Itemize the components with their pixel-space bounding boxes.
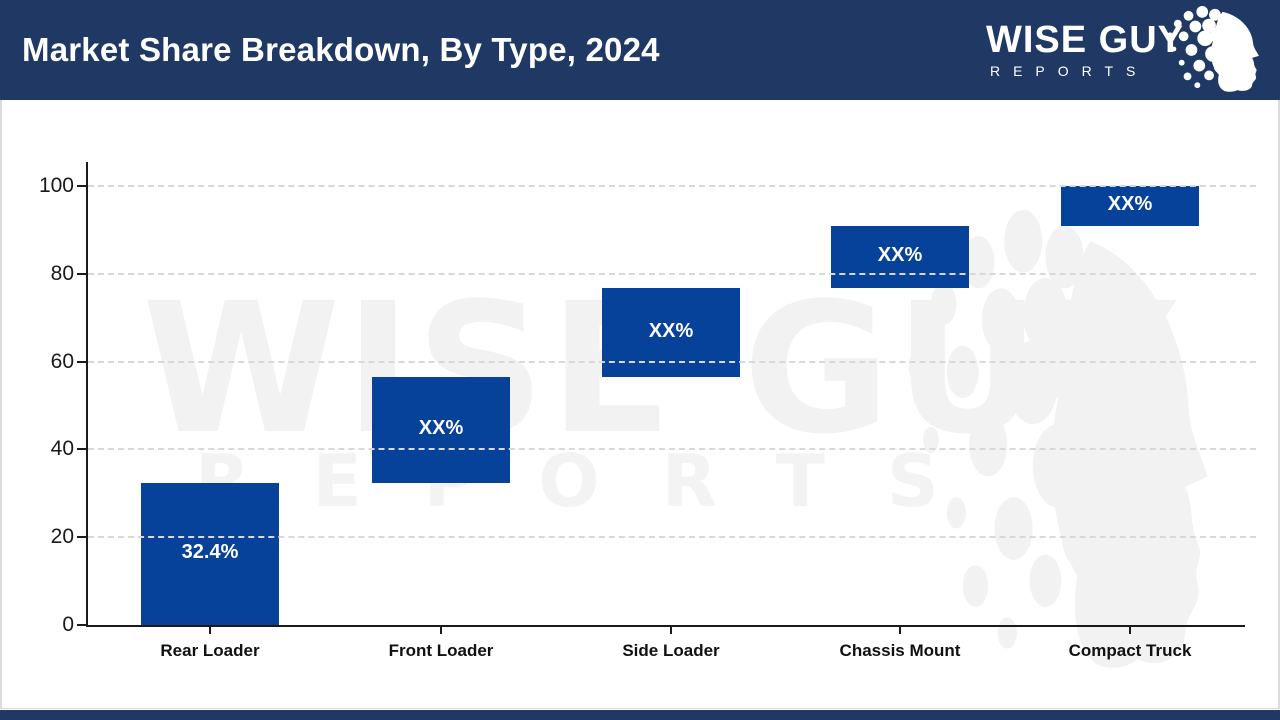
- y-tick-label: 100: [38, 174, 74, 197]
- bar-value-label: XX%: [418, 416, 464, 439]
- x-category-label: Front Loader: [388, 641, 494, 660]
- y-tick-label: 0: [62, 613, 74, 636]
- gridline-80: [88, 272, 1256, 275]
- gridline-40: [88, 448, 1256, 451]
- dotted-head-icon: [1167, 6, 1259, 92]
- bar-value-label: XX%: [648, 319, 694, 342]
- y-tick-label: 60: [50, 349, 74, 373]
- y-tick-label: 80: [50, 261, 74, 285]
- bar-rear-loader: [141, 482, 279, 625]
- x-category-label: Rear Loader: [160, 641, 260, 660]
- y-tick-label: 20: [50, 525, 74, 549]
- y-axis-line: [86, 162, 88, 627]
- x-axis-line: [86, 625, 1245, 627]
- x-tick-mark: [1129, 627, 1131, 634]
- gridline-60: [88, 360, 1256, 363]
- page-title: Market Share Breakdown, By Type, 2024: [22, 31, 660, 68]
- logo-wordmark: WISE GUY: [985, 19, 1184, 61]
- y-tick-mark: [77, 272, 86, 275]
- bar-chassis-mount: [831, 225, 969, 289]
- bar-value-label: 32.4%: [181, 540, 239, 563]
- y-tick-mark: [77, 360, 86, 363]
- y-tick-mark: [77, 624, 86, 626]
- x-category-label: Chassis Mount: [839, 641, 961, 660]
- chart-header: Market Share Breakdown, By Type, 2024 WI…: [0, 0, 1280, 100]
- logo-text: WISE GUY REPORTS: [986, 21, 1184, 79]
- y-tick-mark: [77, 185, 86, 187]
- gridline-20: [88, 536, 1256, 539]
- bar-front-loader: [372, 376, 510, 483]
- x-category-label: Compact Truck: [1068, 641, 1192, 660]
- logo-subtitle: REPORTS: [989, 63, 1149, 79]
- gridline-100: [88, 185, 1256, 187]
- x-category-label: Side Loader: [622, 641, 720, 660]
- bar-value-label: XX%: [877, 243, 923, 266]
- y-tick-mark: [77, 448, 86, 451]
- y-tick-label: 40: [50, 437, 74, 461]
- bar-value-label: XX%: [1107, 192, 1153, 215]
- x-tick-mark: [440, 627, 442, 634]
- y-tick-mark: [77, 536, 86, 539]
- bar-compact-truck: [1061, 186, 1199, 226]
- x-tick-mark: [899, 627, 901, 634]
- x-tick-mark: [670, 627, 672, 634]
- x-tick-mark: [209, 627, 211, 634]
- wise-guy-reports-logo: WISE GUY REPORTS: [986, 6, 1268, 94]
- footer-bar: [0, 710, 1280, 720]
